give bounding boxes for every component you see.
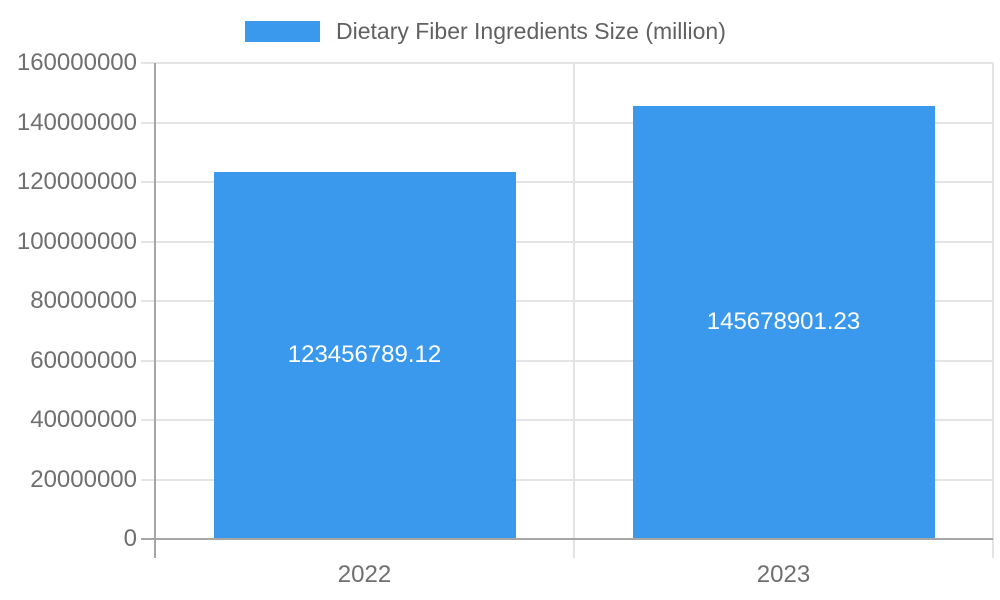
- y-gridline: [141, 419, 993, 421]
- legend-label: Dietary Fiber Ingredients Size (million): [336, 17, 726, 44]
- x-tick-label: 2023: [756, 561, 811, 588]
- y-gridline: [141, 359, 993, 362]
- y-gridline: [141, 300, 993, 302]
- y-tick-label: 60000000: [30, 346, 137, 374]
- x-tick-label: 2022: [337, 561, 392, 588]
- y-gridline: [141, 121, 993, 124]
- y-gridline: [141, 478, 993, 481]
- y-gridline: [141, 181, 993, 183]
- legend-swatch-icon: [245, 20, 320, 42]
- y-gridline: [141, 240, 993, 243]
- y-tick-label: 40000000: [30, 406, 137, 433]
- bar-value-label: 123456789.12: [287, 341, 442, 369]
- chart-legend[interactable]: Dietary Fiber Ingredients Size (million): [245, 17, 726, 44]
- bar[interactable]: 123456789.12: [213, 171, 516, 539]
- y-gridline: [141, 62, 993, 64]
- y-tick-label: 80000000: [30, 287, 137, 314]
- bar[interactable]: 145678901.23: [632, 105, 935, 539]
- x-axis-line: [141, 538, 993, 540]
- y-tick-label: 160000000: [16, 49, 137, 76]
- y-tick-label: 0: [123, 525, 137, 552]
- y-tick-label: 20000000: [30, 465, 137, 493]
- y-tick-label: 100000000: [16, 227, 137, 255]
- y-tick-label: 120000000: [16, 168, 137, 195]
- bar-value-label: 145678901.23: [706, 308, 861, 336]
- category-gridline: [573, 63, 575, 558]
- y-tick-label: 140000000: [16, 108, 137, 136]
- y-axis-line: [154, 63, 156, 558]
- category-gridline: [992, 63, 994, 558]
